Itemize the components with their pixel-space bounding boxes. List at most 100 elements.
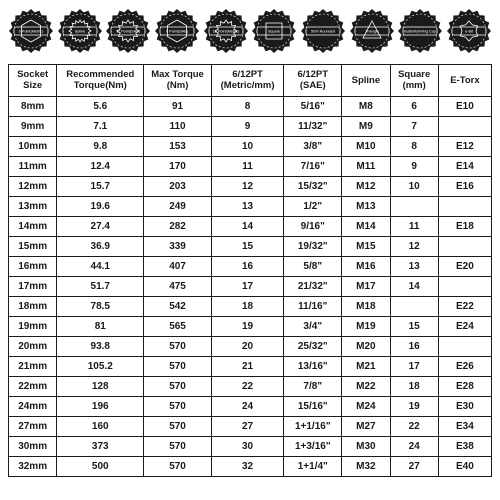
cell: 570 xyxy=(144,396,212,416)
cell: 12mm xyxy=(9,176,57,196)
cell: 3/4" xyxy=(284,316,342,336)
cell: E24 xyxy=(438,316,491,336)
cell: 110 xyxy=(144,116,212,136)
cell: E22 xyxy=(438,296,491,316)
cell: 32mm xyxy=(9,456,57,476)
cell: M15 xyxy=(342,236,390,256)
cell: 13/16" xyxy=(284,356,342,376)
cell: 570 xyxy=(144,436,212,456)
cell: E10 xyxy=(438,96,491,116)
cell: E28 xyxy=(438,376,491,396)
cell: 9/16" xyxy=(284,216,342,236)
svg-text:12 Point(SAE): 12 Point(SAE) xyxy=(116,30,141,34)
socket-spec-table: Socket SizeRecommended Torque(Nm)Max Tor… xyxy=(8,64,492,477)
cell: 1+1/16" xyxy=(284,416,342,436)
cell: 22 xyxy=(390,416,438,436)
column-header: Square (mm) xyxy=(390,65,438,97)
cell: 11 xyxy=(211,156,283,176)
twelve-point-sae-icon: 12 Point(SAE) xyxy=(105,8,151,54)
cell: 44.1 xyxy=(57,256,144,276)
cell: 19mm xyxy=(9,316,57,336)
cell: 10 xyxy=(390,176,438,196)
cell: 105.2 xyxy=(57,356,144,376)
cell: M20 xyxy=(342,336,390,356)
svg-text:Spline: Spline xyxy=(74,30,85,34)
six-point-sae-icon: 6 Point(SAE) xyxy=(154,8,200,54)
cell: 5.6 xyxy=(57,96,144,116)
cell: 13 xyxy=(390,256,438,276)
cell: 11 xyxy=(390,216,438,236)
cell: 570 xyxy=(144,456,212,476)
cell: 475 xyxy=(144,276,212,296)
six-point-metric-icon: 6 Point(Metric) xyxy=(8,8,54,54)
cell: 93.8 xyxy=(57,336,144,356)
cell: 196 xyxy=(57,396,144,416)
cell: M9 xyxy=(342,116,390,136)
table-row: 27mm160570271+1/16"M2722E34 xyxy=(9,416,492,436)
cell: 15 xyxy=(390,316,438,336)
cell: 19 xyxy=(390,396,438,416)
table-body: 8mm5.69185/16"M86E109mm7.1110911/32"M971… xyxy=(9,96,492,476)
cell: 30mm xyxy=(9,436,57,456)
cell: 17mm xyxy=(9,276,57,296)
cell: 9mm xyxy=(9,116,57,136)
cell: 15.7 xyxy=(57,176,144,196)
cell: M12 xyxy=(342,176,390,196)
cell: 570 xyxy=(144,356,212,376)
cell: 8 xyxy=(390,136,438,156)
cell: E26 xyxy=(438,356,491,376)
svg-text:12 Point(Metric): 12 Point(Metric) xyxy=(212,30,240,34)
cell: E18 xyxy=(438,216,491,236)
cell: 25/32" xyxy=(284,336,342,356)
cell: 11/16" xyxy=(284,296,342,316)
twelve-point-metric-icon: 12 Point(Metric) xyxy=(203,8,249,54)
cell: E34 xyxy=(438,416,491,436)
fifty-percent-rounded-icon: 50% Rounded xyxy=(300,8,346,54)
svg-text:Square: Square xyxy=(268,30,280,34)
cell: 21mm xyxy=(9,356,57,376)
table-row: 8mm5.69185/16"M86E10 xyxy=(9,96,492,116)
cell: 14 xyxy=(390,276,438,296)
cell: 15/16" xyxy=(284,396,342,416)
cell: 22 xyxy=(211,376,283,396)
table-row: 19mm81565193/4"M1915E24 xyxy=(9,316,492,336)
cell: 5/16" xyxy=(284,96,342,116)
cell: 19/32" xyxy=(284,236,342,256)
cell: 7 xyxy=(390,116,438,136)
cell: 282 xyxy=(144,216,212,236)
cell: 12 xyxy=(390,236,438,256)
column-header: Max Torque (Nm) xyxy=(144,65,212,97)
cell: 12 xyxy=(211,176,283,196)
cell: E14 xyxy=(438,156,491,176)
cell: 7.1 xyxy=(57,116,144,136)
table-row: 21mm105.25702113/16"M2117E26 xyxy=(9,356,492,376)
cell: 10mm xyxy=(9,136,57,156)
cell: 81 xyxy=(57,316,144,336)
cell: 6 xyxy=(390,96,438,116)
table-row: 32mm500570321+1/4"M3227E40 xyxy=(9,456,492,476)
cell: E16 xyxy=(438,176,491,196)
cell: 15mm xyxy=(9,236,57,256)
cell xyxy=(390,296,438,316)
cell: M30 xyxy=(342,436,390,456)
cell: E12 xyxy=(438,136,491,156)
cell: 570 xyxy=(144,416,212,436)
cell: 249 xyxy=(144,196,212,216)
cell: 153 xyxy=(144,136,212,156)
cell: 36.9 xyxy=(57,236,144,256)
cell: 16mm xyxy=(9,256,57,276)
cell: 27 xyxy=(211,416,283,436)
cell: 15/32" xyxy=(284,176,342,196)
cell: M32 xyxy=(342,456,390,476)
cell: 9.8 xyxy=(57,136,144,156)
cell: M24 xyxy=(342,396,390,416)
cell: 8 xyxy=(211,96,283,116)
cell: 16 xyxy=(211,256,283,276)
table-row: 9mm7.1110911/32"M97 xyxy=(9,116,492,136)
cell: E40 xyxy=(438,456,491,476)
column-header: 6/12PT (SAE) xyxy=(284,65,342,97)
cell: 5/8" xyxy=(284,256,342,276)
table-row: 22mm128570227/8"M2218E28 xyxy=(9,376,492,396)
cell xyxy=(438,196,491,216)
cell: 1+3/16" xyxy=(284,436,342,456)
